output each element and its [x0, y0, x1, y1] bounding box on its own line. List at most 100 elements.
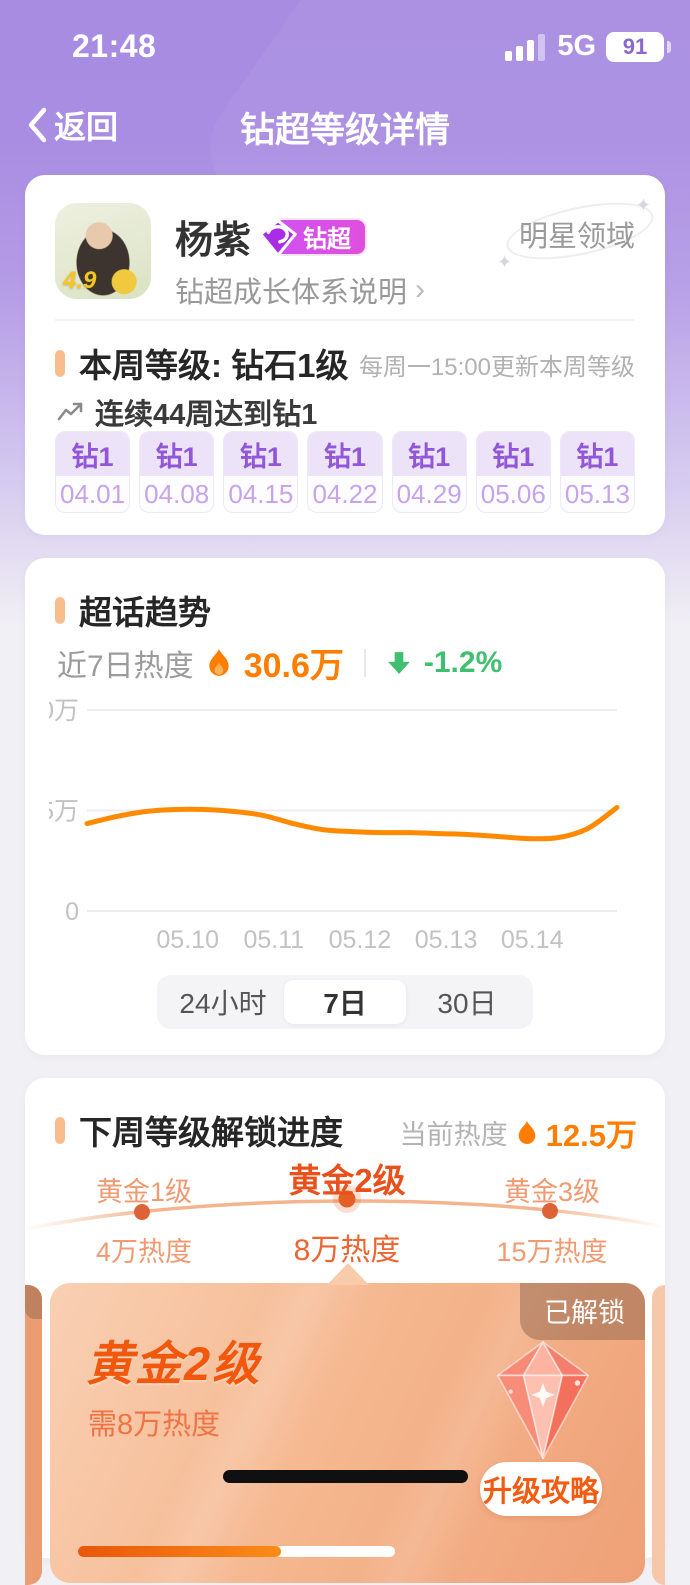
profile-card: 4.9 杨紫 钻超 ✦ ✦ 明星领域 钻超成长体系说明 › 本周等级: 钻石1级…: [25, 175, 665, 535]
section-marker: [55, 596, 65, 624]
flame-icon: [518, 1120, 535, 1144]
level-history-item: 钻1 04.01: [55, 431, 131, 513]
level-history-item: 钻1 05.06: [475, 431, 551, 513]
milestone-heat: 4万热度: [95, 1237, 193, 1267]
history-date: 05.13: [564, 479, 630, 509]
trend-up-icon: [57, 402, 83, 421]
growth-link-label: 钻超成长体系说明: [175, 277, 408, 309]
level-requirement: 需8万热度: [88, 1409, 221, 1441]
current-heat-label: 当前热度: [399, 1120, 508, 1150]
divider: [55, 319, 635, 321]
history-level: 钻1: [140, 432, 214, 476]
battery-percent: 91: [622, 33, 648, 59]
level-history-item: 钻1 04.08: [139, 431, 215, 513]
change-value: -1.2%: [423, 645, 503, 679]
level-history-item: 钻1 04.29: [391, 431, 467, 513]
level-history-item: 钻1 04.15: [223, 431, 299, 513]
flame-icon: [209, 648, 229, 676]
trend-line-chart: 0 5万 10万 05.10 05.11 05.12 05.13 05.14: [49, 697, 620, 954]
clock: 21:48: [72, 28, 157, 64]
history-level: 钻1: [224, 432, 298, 476]
milestone-dot: [134, 1204, 150, 1220]
status-badge: 已解锁: [520, 1283, 645, 1340]
trend-card: 超话趋势 近7日热度 30.6万 -1.2% 05万10万05.1005.110…: [25, 558, 665, 1055]
back-chevron-icon: [28, 107, 47, 143]
history-level: 钻1: [476, 432, 550, 476]
trend-heading: 超话趋势: [79, 594, 211, 631]
svg-text:05.14: 05.14: [501, 926, 564, 954]
nav-bar: 返回 钻超等级详情: [0, 96, 690, 156]
history-date: 04.15: [228, 479, 294, 509]
back-button[interactable]: 返回: [26, 102, 118, 148]
page-title: 钻超等级详情: [239, 111, 450, 150]
tab-24h[interactable]: 24小时: [179, 988, 267, 1019]
svg-text:05.10: 05.10: [156, 926, 219, 954]
level-history-item: 钻1 04.22: [307, 431, 383, 513]
badge-label: 钻超: [303, 226, 352, 253]
down-arrow-icon: [388, 651, 410, 674]
milestone-name-current: 黄金2级: [288, 1162, 406, 1199]
milestone-name: 黄金1级: [95, 1177, 193, 1207]
milestone-heat: 15万热度: [496, 1237, 608, 1267]
milestone-name: 黄金3级: [503, 1177, 601, 1207]
history-date: 04.08: [144, 479, 210, 509]
user-name: 杨紫: [175, 220, 252, 262]
level-history: 钻1 04.01 钻1 04.08 钻1 04.15 钻1 04.22 钻1 0…: [55, 431, 635, 513]
svg-text:05.13: 05.13: [415, 926, 478, 954]
range-tabs: 24小时 7日 30日: [157, 975, 533, 1029]
sparkle-icon: ✦: [496, 252, 513, 272]
network-type: 5G: [557, 30, 596, 62]
history-date: 04.01: [60, 479, 126, 509]
svg-text:0: 0: [65, 898, 79, 926]
svg-text:05.12: 05.12: [329, 926, 392, 954]
home-indicator[interactable]: [223, 1470, 468, 1483]
update-note: 每周一15:00更新本周等级: [358, 354, 635, 381]
carousel-prev-card[interactable]: [25, 1285, 42, 1585]
history-level: 钻1: [308, 432, 382, 476]
growth-system-link[interactable]: 钻超成长体系说明 ›: [175, 269, 425, 311]
history-level: 钻1: [56, 432, 130, 476]
milestone-heat-current: 8万热度: [293, 1234, 401, 1267]
history-level: 钻1: [392, 432, 466, 476]
domain-label: 明星领域: [518, 221, 635, 253]
tab-30d[interactable]: 30日: [437, 988, 497, 1019]
domain-tag: ✦ ✦ 明星领域: [497, 191, 659, 272]
level-card-title: 黄金2级: [86, 1337, 262, 1390]
level-history-item: 钻1 05.13: [559, 431, 635, 513]
battery-icon: 91: [606, 31, 671, 62]
carousel-next-card[interactable]: [652, 1285, 665, 1585]
svg-text:10万: 10万: [49, 697, 79, 725]
range-label: 近7日热度: [57, 649, 194, 683]
upgrade-guide-button[interactable]: 升级攻略: [480, 1462, 602, 1516]
section-marker: [55, 1116, 65, 1144]
avatar-overlay-text: 4.9: [63, 267, 97, 294]
diamond-icon: [496, 1341, 590, 1460]
level-detail-card[interactable]: 已解锁 黄金2级 需8万热度: [50, 1263, 645, 1583]
history-date: 04.29: [396, 479, 462, 509]
section-marker: [55, 349, 65, 377]
status-bar: 21:48 5G 91: [0, 0, 690, 92]
unlock-heading: 下周等级解锁进度: [79, 1114, 343, 1151]
milestone-arc: [25, 1185, 665, 1231]
svg-text:05.11: 05.11: [243, 926, 304, 954]
chevron-right-icon: ›: [415, 273, 426, 306]
milestone-dot-current: [338, 1190, 356, 1208]
current-heat-value: 12.5万: [545, 1118, 637, 1153]
streak-text: 连续44周达到钻1: [95, 399, 318, 431]
pointer-triangle: [327, 1263, 369, 1285]
history-date: 04.22: [312, 479, 378, 509]
heat-progress-fill: [78, 1546, 281, 1557]
signal-icon: [505, 33, 546, 61]
sparkle-icon: ✦: [635, 195, 651, 215]
week-level-heading: 本周等级: 钻石1级: [79, 347, 349, 384]
gem-icon: [259, 218, 297, 257]
avatar[interactable]: 4.9: [55, 203, 151, 299]
history-date: 05.06: [480, 479, 546, 509]
diamond-super-badge[interactable]: 钻超: [259, 217, 368, 257]
heat-progress-bar: [78, 1546, 395, 1557]
heat-value: 30.6万: [243, 647, 344, 685]
tab-7d[interactable]: 7日: [284, 980, 406, 1024]
svg-text:5万: 5万: [49, 798, 79, 826]
back-label: 返回: [54, 109, 119, 145]
history-level: 钻1: [560, 432, 634, 476]
